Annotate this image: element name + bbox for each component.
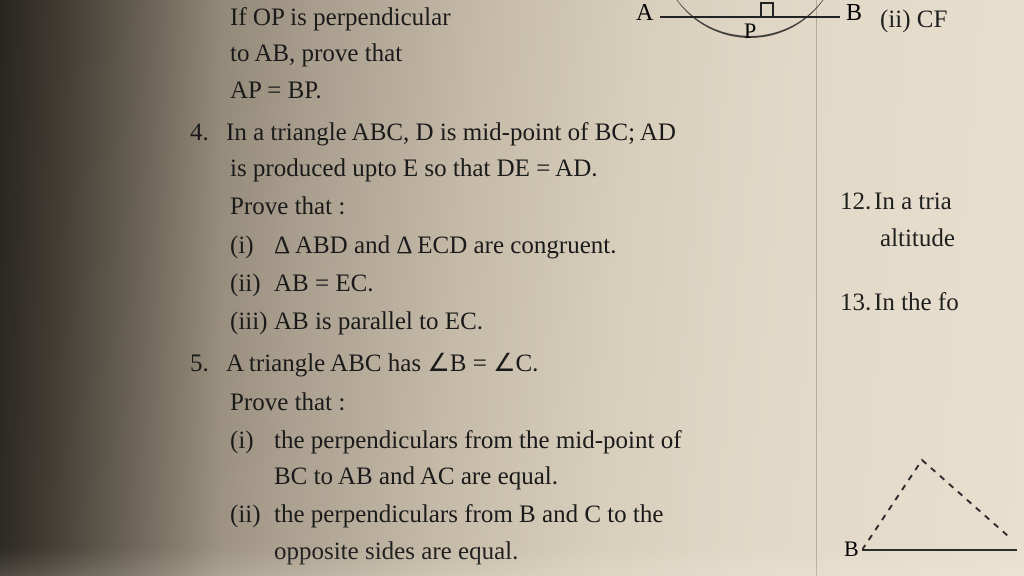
q5-i-num: (i): [230, 423, 274, 459]
q4-i-text: Δ ABD and Δ ECD are congruent.: [274, 232, 617, 259]
q4-text-2: is produced upto E so that DE = AD.: [230, 151, 810, 187]
q4-prove: Prove that :: [230, 189, 810, 225]
right-cf: (ii) CF: [880, 2, 1024, 38]
intro-line-1: If OP is perpendicular: [230, 0, 810, 36]
q12-line: 12.In a tria: [840, 184, 1024, 220]
spacer: [840, 38, 1024, 184]
right-column: (ii) CF 12.In a tria altitude 13.In the …: [840, 0, 1024, 321]
intro-line-3: AP = BP.: [230, 73, 810, 109]
q13-text: In the fo: [874, 289, 959, 316]
q5-line-1: 5.A triangle ABC has ∠B = ∠C.: [190, 346, 810, 382]
q4-ii-text: AB = EC.: [274, 270, 374, 297]
q4-sub-i: (i)Δ ABD and Δ ECD are congruent.: [230, 228, 810, 264]
column-divider: [816, 0, 817, 576]
q5-ii-text-2: opposite sides are equal.: [274, 534, 810, 570]
tri-dashed: [862, 460, 1008, 550]
q5-text-1: A triangle ABC has ∠B = ∠C.: [226, 350, 538, 377]
q4-iii-text: AB is parallel to EC.: [274, 308, 483, 335]
question-4: 4.In a triangle ABC, D is mid-point of B…: [190, 115, 810, 341]
q5-sub-ii-l1: (ii)the perpendiculars from B and C to t…: [230, 497, 810, 533]
spacer-2: [840, 257, 1024, 285]
q4-sub-ii: (ii)AB = EC.: [230, 266, 810, 302]
q5-ii-text-1: the perpendiculars from B and C to the: [274, 501, 663, 528]
q4-sub-iii: (iii)AB is parallel to EC.: [230, 304, 810, 340]
q13-number: 13.: [840, 285, 874, 321]
q12-text-1: In a tria: [874, 188, 952, 215]
q4-number: 4.: [190, 115, 226, 151]
q12-number: 12.: [840, 184, 874, 220]
triangle-diagram: B: [862, 450, 1022, 560]
tri-label-b: B: [844, 536, 859, 562]
q12-text-2: altitude: [880, 221, 1024, 257]
q5-i-text-1: the perpendiculars from the mid-point of: [274, 427, 682, 454]
q4-line-1: 4.In a triangle ABC, D is mid-point of B…: [190, 115, 810, 151]
intro-block: If OP is perpendicular to AB, prove that…: [230, 0, 810, 109]
q5-ii-num: (ii): [230, 497, 274, 533]
left-shadow: [0, 0, 220, 576]
q4-ii-num: (ii): [230, 266, 274, 302]
q5-prove: Prove that :: [230, 385, 810, 421]
q4-text-1: In a triangle ABC, D is mid-point of BC;…: [226, 119, 676, 146]
q13-line: 13.In the fo: [840, 285, 1024, 321]
q5-i-text-2: BC to AB and AC are equal.: [274, 459, 810, 495]
q5-number: 5.: [190, 346, 226, 382]
main-column: If OP is perpendicular to AB, prove that…: [190, 0, 810, 570]
intro-line-2: to AB, prove that: [230, 36, 810, 72]
q4-iii-num: (iii): [230, 304, 274, 340]
q5-sub-i-l1: (i)the perpendiculars from the mid-point…: [230, 423, 810, 459]
triangle-svg: [862, 450, 1022, 560]
question-5: 5.A triangle ABC has ∠B = ∠C. Prove that…: [190, 346, 810, 570]
q4-i-num: (i): [230, 228, 274, 264]
page: A B P If OP is perpendicular to AB, prov…: [0, 0, 1024, 576]
